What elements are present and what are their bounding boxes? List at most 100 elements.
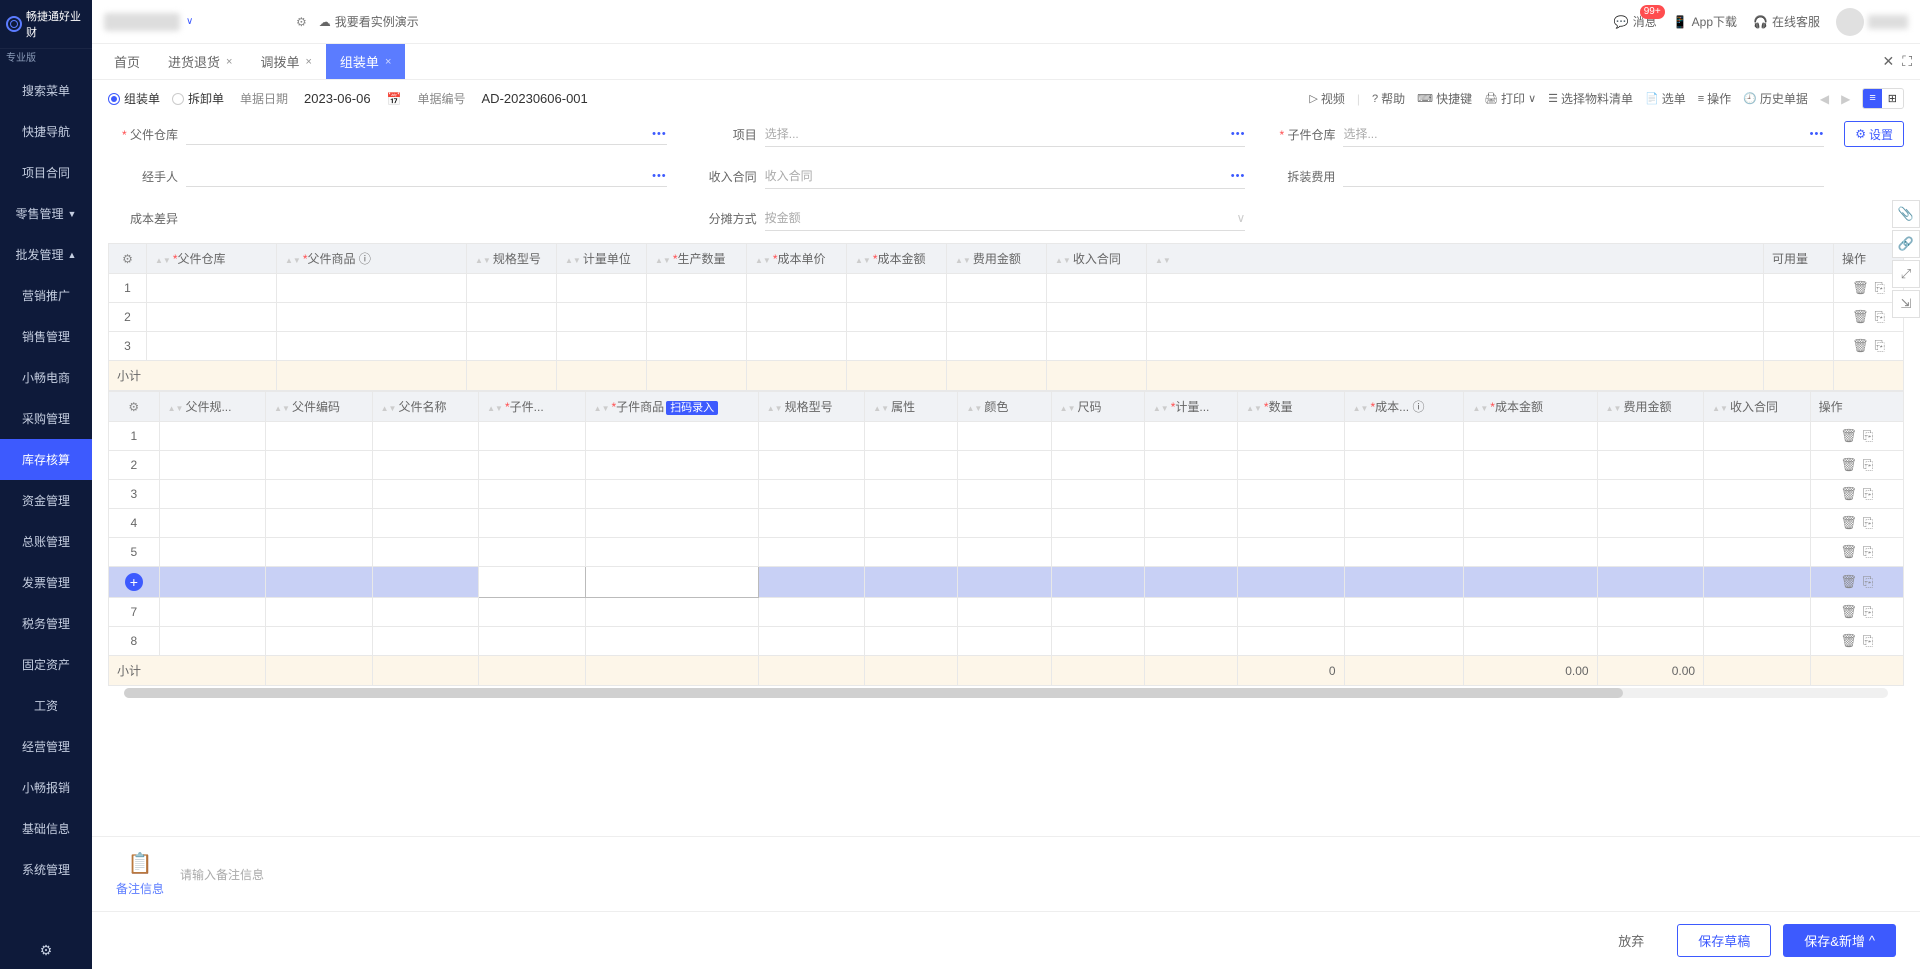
col-qty2[interactable]: ▲▼*数量 xyxy=(1238,392,1345,422)
col-parent-prod[interactable]: ▲▼*父件商品 ⓘ xyxy=(277,244,467,274)
nav-item[interactable]: 项目合同 xyxy=(0,152,92,193)
user-menu[interactable] xyxy=(1836,8,1908,36)
remarks-input[interactable]: 请输入备注信息 xyxy=(180,866,1896,883)
table-row[interactable]: 8🗑⎘ xyxy=(109,627,1904,656)
radio-disassembly[interactable]: 拆卸单 xyxy=(172,90,224,107)
help-button[interactable]: ?帮助 xyxy=(1372,90,1405,107)
delete-icon[interactable]: 🗑 xyxy=(1840,486,1857,501)
col-attr[interactable]: ▲▼属性 xyxy=(865,392,958,422)
col-spec2[interactable]: ▲▼规格型号 xyxy=(758,392,865,422)
view-grid-icon[interactable]: ⊞ xyxy=(1882,89,1903,108)
demo-link[interactable]: ☁ 我要看实例演示 xyxy=(319,13,419,30)
nav-item[interactable]: 总账管理 xyxy=(0,521,92,562)
col-uom2[interactable]: ▲▼*计量... xyxy=(1144,392,1237,422)
select-bom-button[interactable]: ☰选择物料清单 xyxy=(1548,90,1633,107)
table-row[interactable]: 1🗑⎘ xyxy=(109,422,1904,451)
col-income[interactable]: ▲▼收入合同 xyxy=(1047,244,1147,274)
print-button[interactable]: 🖨打印∨ xyxy=(1484,90,1536,107)
close-icon[interactable]: × xyxy=(385,56,391,68)
col-income2[interactable]: ▲▼收入合同 xyxy=(1704,392,1811,422)
col-child-wh[interactable]: ▲▼*子件... xyxy=(479,392,586,422)
gear-col-header[interactable]: ⚙ xyxy=(109,392,160,422)
copy-icon[interactable]: ⎘ xyxy=(1863,457,1873,472)
table-row[interactable]: 1🗑⎘ xyxy=(109,274,1904,303)
col-parent-spec[interactable]: ▲▼父件规... xyxy=(159,392,266,422)
handler-input[interactable]: ••• xyxy=(186,165,667,187)
ops-button[interactable]: ≡操作 xyxy=(1698,90,1731,107)
nav-item[interactable]: 工资 xyxy=(0,685,92,726)
nav-item[interactable]: 批发管理▲ xyxy=(0,234,92,275)
online-service-button[interactable]: 🎧 在线客服 xyxy=(1753,13,1820,30)
child-wh-input[interactable]: 选择...••• xyxy=(1343,121,1824,147)
nav-item[interactable]: 发票管理 xyxy=(0,562,92,603)
shortcut-button[interactable]: ⌨快捷键 xyxy=(1417,90,1472,107)
more-icon[interactable]: ••• xyxy=(1231,128,1246,140)
edit-cell[interactable] xyxy=(479,567,586,598)
next-icon[interactable]: ▶ xyxy=(1841,92,1850,106)
table-row[interactable]: 4🗑⎘ xyxy=(109,509,1904,538)
side-tool-4[interactable]: ⇲ xyxy=(1892,290,1920,318)
copy-icon[interactable]: ⎘ xyxy=(1863,428,1873,443)
nav-item[interactable]: 库存核算 xyxy=(0,439,92,480)
nav-item[interactable]: 资金管理 xyxy=(0,480,92,521)
col-parent-wh[interactable]: ▲▼*父件仓库 xyxy=(147,244,277,274)
sidebar-settings-icon[interactable]: ⚙ xyxy=(0,932,92,969)
org-selector[interactable]: xxxxxx ∨ xyxy=(104,13,284,31)
copy-icon[interactable]: ⎘ xyxy=(1875,309,1885,324)
nav-item[interactable]: 快捷导航 xyxy=(0,111,92,152)
col-unit-cost2[interactable]: ▲▼*成本... ⓘ xyxy=(1344,392,1464,422)
app-download-button[interactable]: 📱 App下载 xyxy=(1673,13,1737,30)
nav-item[interactable]: 经营管理 xyxy=(0,726,92,767)
copy-icon[interactable]: ⎘ xyxy=(1875,280,1885,295)
col-unit-cost[interactable]: ▲▼*成本单价 xyxy=(747,244,847,274)
more-icon[interactable]: ••• xyxy=(1231,170,1246,182)
add-row-button[interactable]: + xyxy=(125,573,143,591)
messages-button[interactable]: 💬 消息 99+ xyxy=(1614,13,1657,30)
select-bill-button[interactable]: 📄选单 xyxy=(1645,90,1686,107)
copy-icon[interactable]: ⎘ xyxy=(1863,486,1873,501)
calendar-icon[interactable]: 📅 xyxy=(387,92,402,106)
nav-item[interactable]: 小畅电商 xyxy=(0,357,92,398)
project-input[interactable]: 选择...••• xyxy=(765,121,1246,147)
delete-icon[interactable]: 🗑 xyxy=(1852,338,1869,353)
copy-icon[interactable]: ⎘ xyxy=(1863,515,1873,530)
delete-icon[interactable]: 🗑 xyxy=(1852,280,1869,295)
col-avail[interactable]: 可用量 xyxy=(1764,244,1834,274)
scrollbar-thumb[interactable] xyxy=(124,688,1623,698)
cost-diff-input[interactable] xyxy=(186,207,667,229)
delete-icon[interactable]: 🗑 xyxy=(1840,544,1857,559)
tab[interactable]: 首页 xyxy=(100,44,154,79)
income-input[interactable]: 收入合同••• xyxy=(765,163,1246,189)
col-uom[interactable]: ▲▼计量单位 xyxy=(557,244,647,274)
col-color[interactable]: ▲▼颜色 xyxy=(958,392,1051,422)
more-icon[interactable]: ••• xyxy=(652,128,667,140)
copy-icon[interactable]: ⎘ xyxy=(1863,604,1873,619)
nav-item[interactable]: 税务管理 xyxy=(0,603,92,644)
copy-icon[interactable]: ⎘ xyxy=(1863,574,1873,589)
more-icon[interactable]: ••• xyxy=(1810,128,1825,140)
col-size[interactable]: ▲▼尺码 xyxy=(1051,392,1144,422)
prev-icon[interactable]: ◀ xyxy=(1820,92,1829,106)
side-tool-2[interactable]: 🔗 xyxy=(1892,230,1920,258)
history-button[interactable]: 🕘历史单据 xyxy=(1743,90,1808,107)
delete-icon[interactable]: 🗑 xyxy=(1840,604,1857,619)
table-row[interactable]: 3🗑⎘ xyxy=(109,480,1904,509)
fee-input[interactable] xyxy=(1343,165,1824,187)
close-icon[interactable]: × xyxy=(305,56,311,68)
close-icon[interactable]: × xyxy=(226,56,232,68)
fullscreen-icon[interactable]: ⛶ xyxy=(1902,53,1912,70)
tab[interactable]: 调拨单× xyxy=(246,44,325,79)
col-fee-amt2[interactable]: ▲▼费用金额 xyxy=(1597,392,1704,422)
nav-item[interactable]: 采购管理 xyxy=(0,398,92,439)
copy-icon[interactable]: ⎘ xyxy=(1863,544,1873,559)
parent-wh-input[interactable]: ••• xyxy=(186,123,667,145)
delete-icon[interactable]: 🗑 xyxy=(1840,574,1857,589)
table-row[interactable]: 5🗑⎘ xyxy=(109,538,1904,567)
settings-button[interactable]: ⚙设置 xyxy=(1844,121,1904,147)
col-parent-name[interactable]: ▲▼父件名称 xyxy=(372,392,479,422)
table-row[interactable]: 7🗑⎘ xyxy=(109,598,1904,627)
add-row[interactable]: + 🗑 ⎘ xyxy=(109,567,1904,598)
nav-item[interactable]: 基础信息 xyxy=(0,808,92,849)
gear-icon[interactable]: ⚙ xyxy=(296,15,307,29)
alloc-input[interactable]: 按金额∨ xyxy=(765,205,1246,231)
